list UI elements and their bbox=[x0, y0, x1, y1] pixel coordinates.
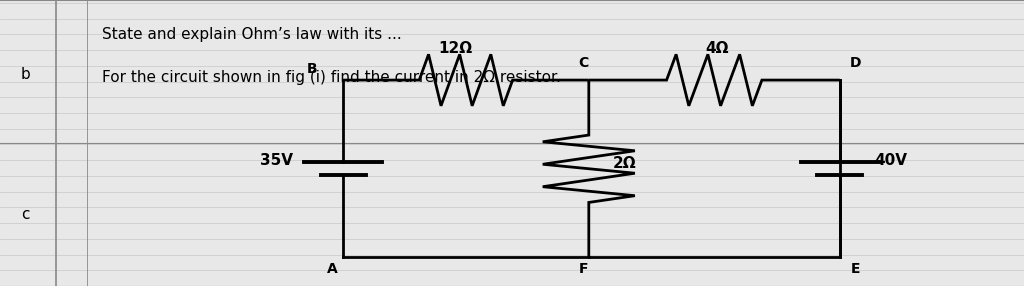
Text: 2Ω: 2Ω bbox=[612, 156, 637, 170]
Text: D: D bbox=[849, 56, 861, 70]
Text: E: E bbox=[850, 262, 860, 276]
Text: State and explain Ohm’s law with its ...: State and explain Ohm’s law with its ... bbox=[102, 27, 402, 42]
Text: A: A bbox=[328, 262, 338, 276]
Text: For the circuit shown in fig (i) find the current in 2Ω resistor.: For the circuit shown in fig (i) find th… bbox=[102, 70, 561, 85]
Text: C: C bbox=[579, 56, 589, 70]
Text: F: F bbox=[579, 262, 589, 276]
Text: 12Ω: 12Ω bbox=[438, 41, 473, 56]
Text: b: b bbox=[20, 67, 31, 82]
Text: 4Ω: 4Ω bbox=[706, 41, 728, 56]
Text: 35V: 35V bbox=[260, 153, 293, 168]
Text: B: B bbox=[307, 62, 317, 76]
Text: c: c bbox=[22, 207, 30, 222]
Text: 40V: 40V bbox=[874, 153, 907, 168]
